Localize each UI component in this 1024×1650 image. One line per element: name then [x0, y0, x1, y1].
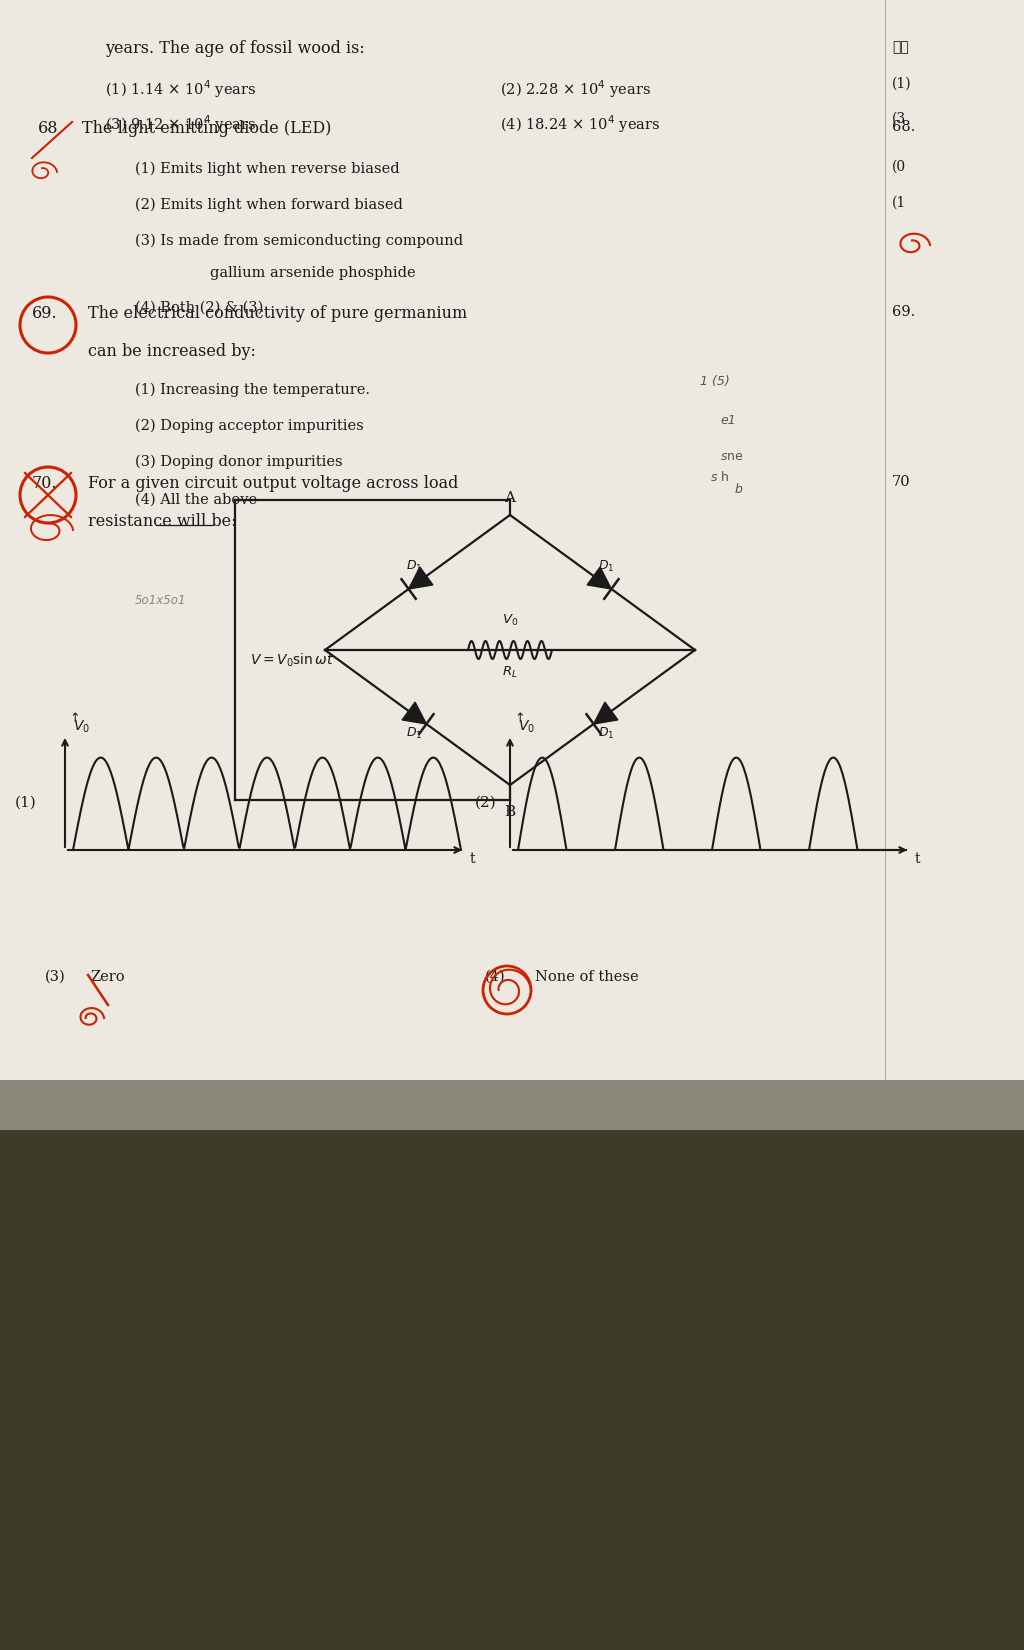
Text: (3) Doping donor impurities: (3) Doping donor impurities	[135, 455, 343, 469]
Text: (3): (3)	[45, 970, 66, 983]
Text: $D_1$: $D_1$	[406, 559, 422, 574]
Text: लव: लव	[892, 40, 908, 54]
Text: e1: e1	[720, 414, 736, 427]
Text: (4): (4)	[485, 970, 506, 983]
Text: t: t	[470, 851, 475, 866]
Text: None of these: None of these	[535, 970, 639, 983]
Text: 70.: 70.	[32, 475, 57, 492]
Text: 70: 70	[892, 475, 910, 488]
Text: (4) 18.24 $\times$ 10$^{4}$ years: (4) 18.24 $\times$ 10$^{4}$ years	[500, 112, 660, 135]
Text: A: A	[505, 492, 515, 505]
Text: $\uparrow$: $\uparrow$	[67, 711, 79, 724]
Text: B: B	[505, 805, 515, 818]
Text: b: b	[735, 483, 742, 497]
Text: (2): (2)	[475, 795, 497, 810]
Text: (4) Both (2) & (3): (4) Both (2) & (3)	[135, 300, 263, 315]
Text: $V=V_0\sin\omega t$: $V=V_0\sin\omega t$	[250, 652, 334, 668]
Text: can be increased by:: can be increased by:	[88, 343, 256, 360]
Text: (1: (1	[892, 196, 906, 210]
Text: (2) Emits light when forward biased: (2) Emits light when forward biased	[135, 198, 402, 213]
Text: (1) Increasing the temperature.: (1) Increasing the temperature.	[135, 383, 370, 398]
Text: years. The age of fossil wood is:: years. The age of fossil wood is:	[105, 40, 365, 58]
Bar	[0, 1130, 1024, 1650]
Polygon shape	[409, 568, 433, 589]
Text: (1) Emits light when reverse biased: (1) Emits light when reverse biased	[135, 162, 399, 177]
Text: 1 (5): 1 (5)	[700, 375, 730, 388]
Text: (4) All the above: (4) All the above	[135, 493, 257, 507]
Text: 5o1x5o1: 5o1x5o1	[135, 594, 186, 607]
Text: $D_1$: $D_1$	[598, 726, 614, 741]
Text: (1) 1.14 $\times$ 10$^{4}$ years: (1) 1.14 $\times$ 10$^{4}$ years	[105, 78, 256, 99]
Text: $V_0$: $V_0$	[73, 719, 90, 734]
Bar	[0, 0, 1024, 1251]
Text: resistance will be:: resistance will be:	[88, 513, 237, 530]
Text: For a given circuit output voltage across load: For a given circuit output voltage acros…	[88, 475, 459, 492]
Text: 68.: 68.	[892, 120, 915, 134]
Text: $\mathit{s}$ne: $\mathit{s}$ne	[720, 450, 743, 464]
Bar	[0, 1081, 1024, 1130]
Text: (1): (1)	[892, 78, 911, 91]
Polygon shape	[587, 568, 611, 589]
Text: (0: (0	[892, 160, 906, 173]
Text: (3) Is made from semiconducting compound: (3) Is made from semiconducting compound	[135, 234, 463, 249]
Text: $V_0$: $V_0$	[518, 719, 535, 734]
Text: (1): (1)	[15, 795, 37, 810]
Text: 69.: 69.	[892, 305, 915, 318]
Text: $R_L$: $R_L$	[502, 665, 518, 680]
Polygon shape	[402, 703, 426, 724]
Text: t: t	[915, 851, 921, 866]
Text: 69.: 69.	[32, 305, 57, 322]
Text: 68: 68	[38, 120, 58, 137]
Text: (3: (3	[892, 112, 906, 125]
Text: $D_1$: $D_1$	[598, 559, 614, 574]
Text: $V_0$: $V_0$	[502, 612, 518, 629]
Text: The light emitting diode (LED): The light emitting diode (LED)	[82, 120, 332, 137]
Text: gallium arsenide phosphide: gallium arsenide phosphide	[210, 266, 416, 281]
Text: $D_1$: $D_1$	[406, 726, 422, 741]
Text: (3) 9.12 $\times$ 10$^{4}$ years: (3) 9.12 $\times$ 10$^{4}$ years	[105, 112, 256, 135]
Text: The electrical conductivity of pure germanium: The electrical conductivity of pure germ…	[88, 305, 467, 322]
Polygon shape	[594, 703, 617, 724]
Text: $\uparrow$: $\uparrow$	[512, 711, 524, 724]
Text: (2) 2.28 $\times$ 10$^{4}$ years: (2) 2.28 $\times$ 10$^{4}$ years	[500, 78, 651, 99]
Text: Zero: Zero	[90, 970, 125, 983]
Text: (2) Doping acceptor impurities: (2) Doping acceptor impurities	[135, 419, 364, 434]
Text: $\mathit{s}$ h: $\mathit{s}$ h	[710, 470, 729, 483]
